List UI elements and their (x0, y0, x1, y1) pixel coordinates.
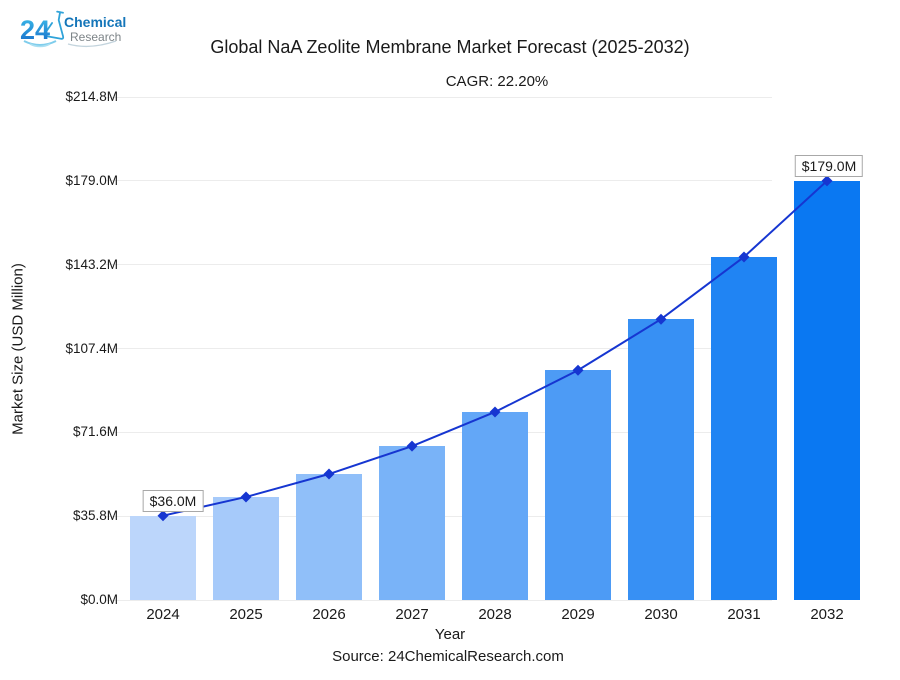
bar-2027 (379, 446, 445, 600)
chart-plot-area (105, 96, 870, 601)
logo-number: 24 (20, 15, 50, 45)
logo-chemical-text: Chemical (64, 14, 126, 30)
logo-ripple-outer (23, 40, 57, 46)
x-tick-label-2027: 2027 (395, 606, 429, 623)
bar-2024 (130, 515, 196, 600)
logo-swoosh (67, 40, 117, 48)
source-caption: Source: 24ChemicalResearch.com (332, 648, 564, 665)
x-tick-label-2025: 2025 (229, 606, 263, 623)
logo-research-text: Research (70, 30, 121, 44)
logo: 24 Chemical Research (20, 10, 126, 48)
y-axis-label: Market Size (USD Million) (9, 263, 27, 435)
x-tick-label-2030: 2030 (644, 606, 678, 623)
bar-2025 (213, 496, 279, 600)
x-tick-label-2029: 2029 (561, 606, 595, 623)
x-tick-label-2024: 2024 (146, 606, 180, 623)
bar-2031 (711, 256, 777, 600)
y-tick-label: $143.2M (65, 256, 118, 272)
gridline-$0.0M (105, 599, 772, 601)
x-tick-label-2028: 2028 (478, 606, 512, 623)
flask-icon (43, 10, 65, 40)
logo-ripple-inner (29, 43, 51, 48)
y-tick-label: $107.4M (65, 340, 118, 356)
gridline-$143.2M (105, 264, 772, 266)
bar-2026 (296, 474, 362, 600)
x-tick-label-2031: 2031 (727, 606, 761, 623)
data-label-2024: $36.0M (142, 489, 204, 512)
y-tick-label: $179.0M (65, 172, 118, 188)
y-tick-label: $71.6M (72, 424, 118, 440)
y-tick-label: $0.0M (80, 592, 118, 607)
chart-title: Global NaA Zeolite Membrane Market Forec… (210, 37, 690, 57)
gridline-$179.0M (105, 180, 772, 182)
bar-2028 (462, 411, 528, 600)
x-axis-label: Year (434, 626, 466, 643)
y-tick-label: $214.8M (65, 89, 118, 104)
x-tick-label-2026: 2026 (312, 606, 346, 623)
bar-2030 (628, 319, 694, 600)
data-label-2032: $179.0M (794, 154, 864, 177)
x-tick-label-2032: 2032 (810, 606, 844, 623)
gridline-$214.8M (105, 96, 772, 98)
y-tick-label: $35.8M (72, 508, 118, 524)
cagr-subtitle: CAGR: 22.20% (445, 73, 549, 90)
bar-2029 (545, 370, 611, 600)
bar-2032 (794, 180, 860, 600)
